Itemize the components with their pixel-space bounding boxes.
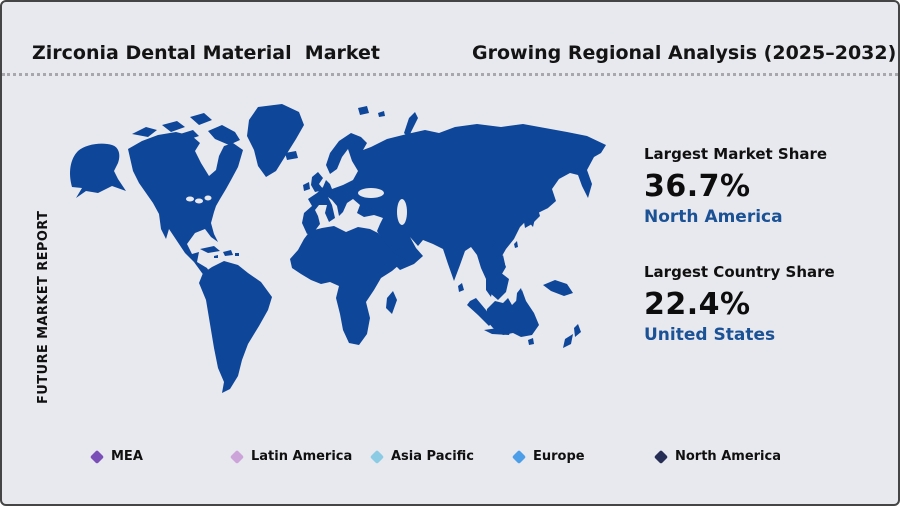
legend-diamond-north-america-icon — [653, 449, 669, 464]
map-australia — [486, 290, 539, 345]
map-madagascar — [386, 291, 397, 314]
map-black-sea — [358, 188, 384, 198]
legend-label-north-america: North America — [675, 449, 781, 464]
stat-market-share-label: Largest Market Share — [644, 145, 828, 163]
stats-panel: Largest Market Share 36.7% North America… — [644, 145, 882, 345]
legend-item-asia-pacific: Asia Pacific — [369, 449, 475, 464]
stat-market-share: Largest Market Share 36.7% North America — [644, 145, 882, 227]
world-map-landmass — [70, 104, 606, 393]
map-uk-ireland — [303, 172, 324, 192]
map-southeast-asia-islands — [458, 241, 573, 335]
legend-label-mea: MEA — [111, 449, 143, 464]
stat-market-share-value: 36.7% — [644, 169, 751, 204]
map-iceland — [285, 151, 298, 160]
world-map — [70, 104, 606, 393]
map-eurasia — [302, 124, 606, 297]
legend-item-north-america: North America — [653, 449, 781, 464]
map-caspian-sea — [397, 199, 407, 225]
map-great-lake-2 — [195, 198, 203, 204]
legend-diamond-asia-pacific-icon — [369, 449, 385, 464]
legend-item-europe: Europe — [511, 449, 585, 464]
legend-label-europe: Europe — [533, 449, 585, 464]
map-great-lake-3 — [204, 195, 212, 201]
legend-label-latin-america: Latin America — [251, 449, 353, 464]
dotted-divider — [2, 73, 898, 76]
legend-diamond-mea-icon — [89, 449, 105, 464]
stat-country-share-region: United States — [644, 325, 776, 345]
stat-country-share-value: 22.4% — [644, 287, 751, 322]
map-arctic-islands — [132, 113, 240, 145]
map-new-zealand — [563, 324, 581, 348]
map-africa — [290, 226, 406, 345]
map-great-lake-1 — [186, 196, 194, 202]
map-arctic-misc — [358, 106, 418, 138]
map-north-america — [128, 132, 243, 280]
world-map-lakes — [186, 188, 407, 225]
legend-item-latin-america: Latin America — [229, 449, 353, 464]
map-japan — [524, 201, 548, 228]
brand-watermark: FUTURE MARKET REPORT — [36, 210, 51, 404]
page-title-market: Zirconia Dental Material Market — [32, 42, 381, 64]
stat-country-share-label: Largest Country Share — [644, 263, 835, 281]
map-greenland — [247, 104, 304, 177]
legend-diamond-europe-icon — [511, 449, 527, 464]
stat-country-share: Largest Country Share 22.4% United State… — [644, 263, 882, 345]
map-south-america — [199, 261, 272, 393]
page-title-analysis: Growing Regional Analysis (2025–2032) — [472, 42, 897, 64]
map-alaska — [70, 143, 126, 198]
stat-market-share-region: North America — [644, 207, 783, 227]
map-caribbean — [200, 246, 239, 258]
legend-label-asia-pacific: Asia Pacific — [391, 449, 475, 464]
legend-diamond-latin-america-icon — [229, 449, 245, 464]
legend-item-mea: MEA — [89, 449, 143, 464]
